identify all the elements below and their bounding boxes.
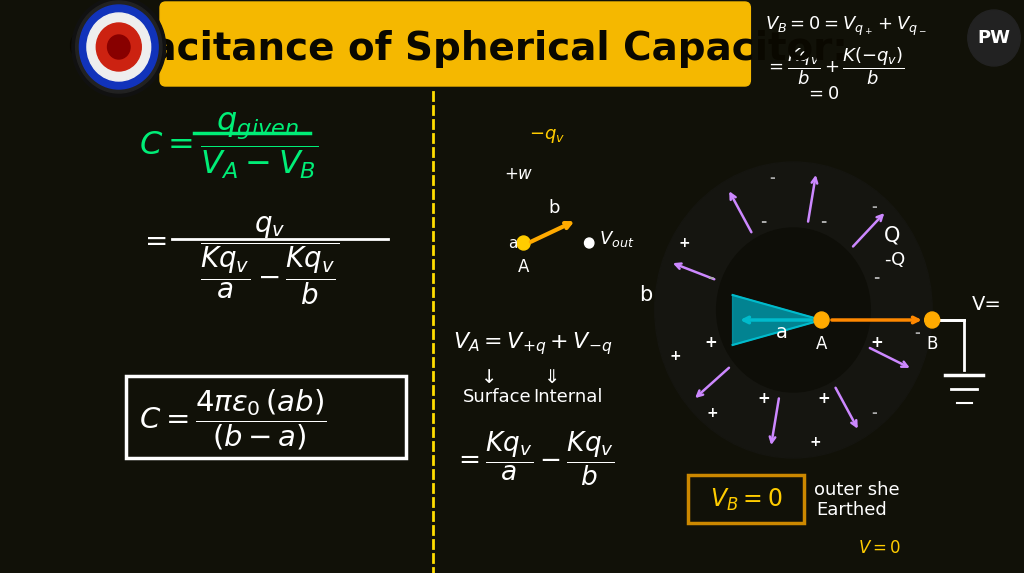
Text: -: - [914, 326, 920, 340]
Circle shape [814, 312, 829, 328]
Text: Surface: Surface [463, 388, 531, 406]
Text: -: - [708, 270, 714, 285]
Circle shape [80, 5, 158, 89]
Text: b: b [549, 199, 560, 217]
Text: $= 0$: $= 0$ [805, 85, 839, 103]
Text: $\downarrow$: $\downarrow$ [477, 368, 495, 387]
Text: $\Downarrow$: $\Downarrow$ [541, 368, 558, 387]
Text: V=: V= [972, 296, 1001, 315]
Circle shape [925, 312, 940, 328]
Text: +: + [670, 349, 681, 363]
Text: $V_B = 0 = V_{q_+} + V_{q_-}$: $V_B = 0 = V_{q_+} + V_{q_-}$ [765, 15, 927, 38]
Text: -: - [760, 214, 767, 229]
Text: +: + [869, 335, 883, 350]
Text: +: + [707, 406, 719, 419]
Circle shape [585, 238, 594, 248]
Text: +: + [757, 391, 770, 406]
Text: B: B [927, 335, 938, 353]
Circle shape [72, 0, 166, 97]
Circle shape [108, 35, 130, 59]
Circle shape [96, 23, 141, 71]
Text: +: + [817, 391, 830, 406]
Text: outer she: outer she [814, 481, 900, 499]
Circle shape [654, 162, 932, 458]
Circle shape [87, 13, 151, 81]
Text: $= \dfrac{Kq_v}{a} - \dfrac{Kq_v}{b}$: $= \dfrac{Kq_v}{a} - \dfrac{Kq_v}{b}$ [454, 430, 614, 488]
Text: $= \quad \dfrac{q_v}{\dfrac{Kq_v}{a} - \dfrac{Kq_v}{b}}$: $= \quad \dfrac{q_v}{\dfrac{Kq_v}{a} - \… [139, 215, 340, 307]
Circle shape [76, 1, 162, 93]
Text: +: + [810, 435, 821, 449]
Text: -: - [873, 270, 880, 285]
Text: PW: PW [978, 29, 1011, 47]
Text: $+w$: $+w$ [504, 165, 534, 183]
Text: -: - [871, 201, 878, 214]
FancyBboxPatch shape [160, 2, 751, 86]
Text: $C = \dfrac{q_{given}}{V_A - V_B}$: $C = \dfrac{q_{given}}{V_A - V_B}$ [139, 110, 318, 180]
Text: Q: Q [884, 225, 900, 245]
Text: Internal: Internal [532, 388, 602, 406]
Text: Earthed: Earthed [816, 501, 887, 519]
Text: b: b [639, 285, 652, 305]
Text: $V_{out}$: $V_{out}$ [599, 229, 634, 249]
Text: $V_B = 0$: $V_B = 0$ [711, 487, 783, 513]
Text: $= \dfrac{Kq_v}{b} + \dfrac{K(-q_v)}{b}$: $= \dfrac{Kq_v}{b} + \dfrac{K(-q_v)}{b}$ [765, 45, 905, 87]
Text: A: A [518, 258, 529, 276]
Circle shape [517, 236, 530, 250]
Text: a: a [776, 323, 788, 342]
Text: -: - [769, 171, 774, 185]
Text: $V_A = V_{+q} + V_{-q}$: $V_A = V_{+q} + V_{-q}$ [454, 330, 612, 357]
Text: +: + [705, 335, 717, 350]
Text: A: A [816, 335, 827, 353]
Text: Capacitance of Spherical Capacitor:: Capacitance of Spherical Capacitor: [68, 30, 848, 68]
Circle shape [717, 228, 870, 392]
Text: a: a [509, 236, 518, 250]
Text: -Q: -Q [884, 251, 905, 269]
Text: +: + [679, 236, 690, 250]
Polygon shape [732, 295, 821, 345]
Text: -: - [871, 406, 878, 419]
Text: $V=0$: $V=0$ [858, 539, 901, 557]
Text: $C = \dfrac{4\pi\varepsilon_0\,(ab)}{(b-a)}$: $C = \dfrac{4\pi\varepsilon_0\,(ab)}{(b-… [139, 387, 327, 453]
Text: -: - [820, 214, 826, 229]
Text: $-q_v$: $-q_v$ [529, 127, 565, 145]
Circle shape [968, 10, 1020, 66]
